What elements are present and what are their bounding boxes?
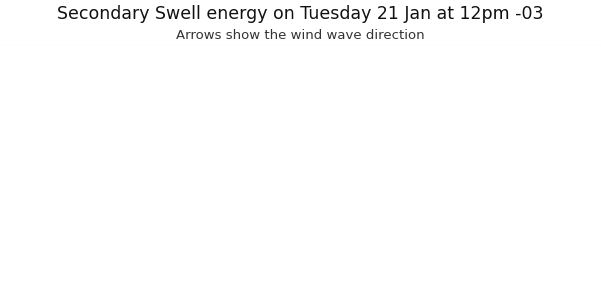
Text: Arrows show the wind wave direction: Arrows show the wind wave direction <box>176 29 425 42</box>
Text: cartopy required: cartopy required <box>243 164 358 178</box>
Text: Secondary Swell energy on Tuesday 21 Jan at 12pm -03: Secondary Swell energy on Tuesday 21 Jan… <box>57 5 544 23</box>
